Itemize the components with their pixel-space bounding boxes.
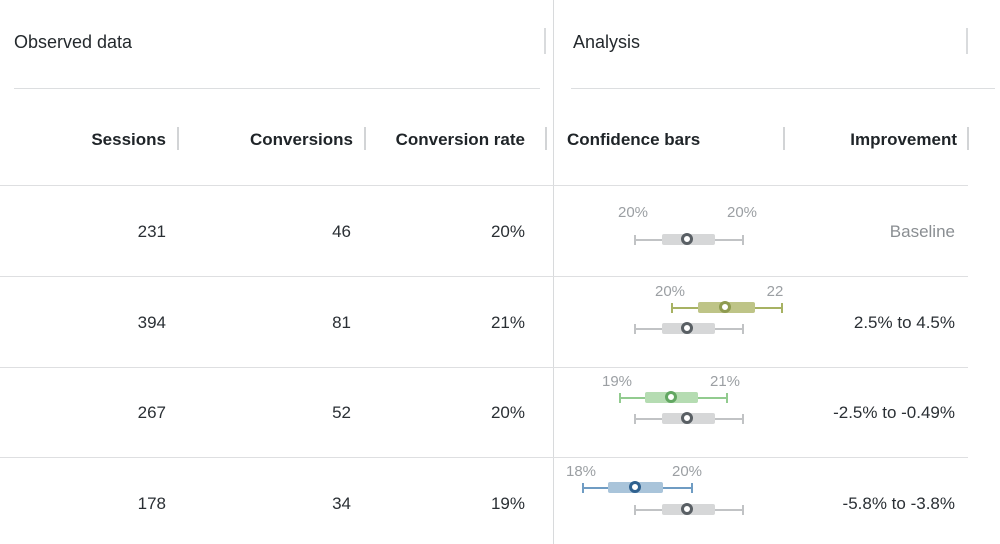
improvement-value: -5.8% to -3.8%: [842, 493, 955, 513]
conversion-rate-value: 19%: [490, 493, 525, 513]
bar-label: 19%: [601, 373, 633, 390]
column-header-conversion-rate: Conversion rate: [395, 130, 525, 149]
sessions-value: 394: [137, 312, 166, 332]
column-separator-tick: [783, 127, 785, 150]
panel-divider: [553, 0, 554, 544]
whisker-cap-left: [671, 303, 673, 313]
bar-label: 20%: [671, 463, 703, 480]
whisker-cap-right: [726, 393, 728, 403]
whisker-cap-left: [619, 393, 621, 403]
conversions-value: 34: [332, 493, 351, 513]
column-header-sessions: Sessions: [91, 130, 166, 149]
improvement-value: -2.5% to -0.49%: [833, 403, 955, 422]
whisker-cap-right: [742, 414, 744, 424]
table-row-variation-3: 178 34 19% 18% 20% -5.8% to -3.8%: [0, 457, 968, 544]
bar-label: 20%: [726, 204, 758, 221]
whisker-cap-right: [742, 235, 744, 245]
analysis-panel-title: Analysis: [573, 32, 641, 52]
table-row-variation-1: 394 81 21% 20% 22 2.5% to 4.5%: [0, 276, 968, 368]
conversion-rate-value: 21%: [490, 312, 525, 332]
observed-data-underline: [14, 88, 540, 89]
table-row-baseline: 231 46 20% 20% 20% Baseline: [0, 185, 968, 277]
whisker-cap-right: [742, 324, 744, 334]
bar-label: 18%: [565, 463, 597, 480]
panel-separator-tick: [544, 28, 546, 54]
whisker-cap-right: [781, 303, 783, 313]
bar-label: 21%: [709, 373, 741, 390]
conversion-rate-value: 20%: [490, 403, 525, 422]
bar-label: 20%: [617, 204, 649, 221]
column-separator-tick: [967, 127, 969, 150]
column-separator-tick: [177, 127, 179, 150]
conversions-value: 46: [332, 221, 351, 241]
improvement-value: 2.5% to 4.5%: [853, 312, 955, 332]
sessions-value: 178: [137, 493, 166, 513]
column-separator-tick: [364, 127, 366, 150]
marker-circle: [681, 503, 693, 515]
whisker-cap-left: [634, 505, 636, 515]
column-header-improvement: Improvement: [850, 130, 957, 149]
whisker-cap-right: [691, 483, 693, 493]
confidence-bars-cell: 20% 22: [553, 277, 968, 368]
conversions-value: 81: [332, 312, 351, 332]
column-header-confidence-bars: Confidence bars: [567, 130, 701, 149]
confidence-bars-cell: 20% 20%: [553, 186, 968, 277]
conversions-value: 52: [332, 403, 351, 422]
whisker-cap-left: [634, 414, 636, 424]
confidence-bars-cell: 18% 20%: [553, 458, 968, 544]
confidence-bars-cell: 19% 21%: [553, 368, 968, 458]
marker-circle: [681, 233, 693, 245]
whisker-cap-left: [634, 235, 636, 245]
bar-label: 20%: [654, 283, 686, 300]
analysis-underline: [571, 88, 995, 89]
whisker-cap-left: [634, 324, 636, 334]
marker-circle: [681, 412, 693, 424]
sessions-value: 267: [137, 403, 166, 422]
column-separator-tick: [545, 127, 547, 150]
whisker-cap-right: [742, 505, 744, 515]
column-header-conversions: Conversions: [250, 130, 353, 149]
panel-separator-tick: [966, 28, 968, 54]
marker-circle: [629, 481, 641, 493]
improvement-value: Baseline: [889, 221, 955, 241]
marker-circle: [665, 391, 677, 403]
marker-circle: [681, 322, 693, 334]
whisker-cap-left: [582, 483, 584, 493]
sessions-value: 231: [137, 221, 166, 241]
observed-data-panel-title: Observed data: [14, 32, 133, 52]
marker-circle: [719, 301, 731, 313]
table-row-variation-2: 267 52 20% 19% 21% -2.5% to -0.49%: [0, 367, 968, 458]
conversion-rate-value: 20%: [490, 221, 525, 241]
bar-label: 22: [766, 283, 784, 300]
